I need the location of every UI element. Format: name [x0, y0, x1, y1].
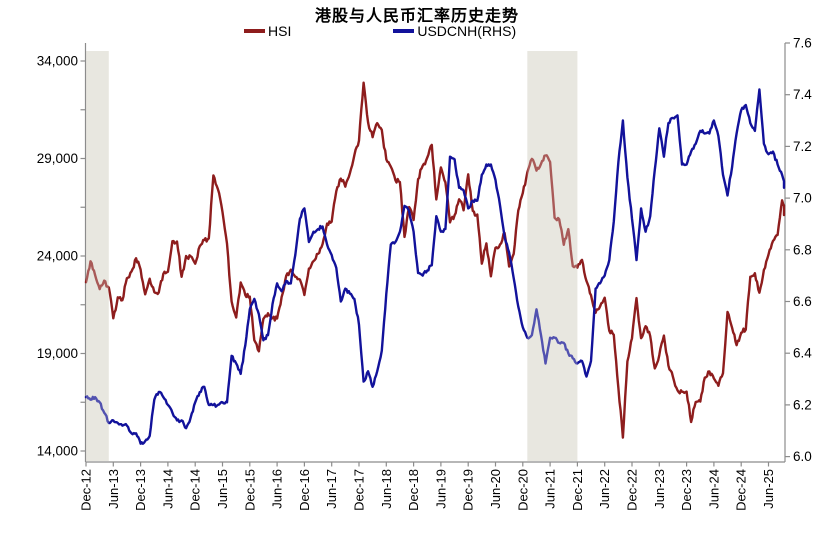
- x-tick-label: Jun-13: [106, 469, 121, 509]
- usdcnh-line-swatch: [393, 29, 415, 33]
- y-right-tick-label: 7.0: [793, 191, 812, 206]
- y-right-tick-label: 7.6: [793, 36, 812, 51]
- x-tick-label: Dec-22: [625, 469, 640, 511]
- x-tick-label: Dec-20: [515, 469, 530, 511]
- x-tick-label: Jun-16: [270, 469, 285, 509]
- highlight-band: [86, 51, 109, 461]
- y-right-tick-label: 7.2: [793, 139, 812, 154]
- chart-title: 港股与人民币汇率历史走势: [314, 8, 519, 25]
- x-tick-label: Jun-23: [652, 469, 667, 509]
- x-tick-label: Jun-21: [543, 469, 558, 509]
- x-tick-label: Jun-20: [488, 469, 503, 509]
- x-tick-label: Dec-19: [461, 469, 476, 511]
- y-left-tick-label: 24,000: [37, 249, 78, 264]
- y-left-tick-label: 19,000: [37, 346, 78, 361]
- x-tick-label: Jun-15: [215, 469, 230, 509]
- x-tick-label: Jun-24: [706, 469, 721, 509]
- x-tick-label: Dec-21: [570, 469, 585, 511]
- x-tick-label: Jun-22: [597, 469, 612, 509]
- x-tick-label: Dec-15: [242, 469, 257, 511]
- x-tick-label: Dec-13: [133, 469, 148, 511]
- legend-item-usdcnh: USDCNH(RHS): [393, 23, 516, 39]
- hsi-legend-label: HSI: [268, 23, 292, 39]
- legend: HSI USDCNH(RHS): [244, 23, 516, 39]
- x-tick-label: Jun-25: [761, 469, 776, 509]
- x-tick-label: Jun-14: [160, 469, 175, 509]
- usdcnh-legend-label: USDCNH(RHS): [417, 23, 517, 39]
- highlight-band: [527, 51, 578, 461]
- x-tick-label: Dec-18: [406, 469, 421, 511]
- x-tick-label: Dec-24: [734, 469, 749, 511]
- x-tick-label: Dec-16: [297, 469, 312, 511]
- y-right-tick-label: 6.6: [793, 294, 812, 309]
- y-right-tick-label: 7.4: [793, 87, 812, 102]
- x-tick-label: Jun-18: [379, 469, 394, 509]
- y-right-tick-label: 6.0: [793, 449, 812, 464]
- y-left-tick-label: 14,000: [37, 444, 78, 459]
- y-right-tick-label: 6.2: [793, 397, 812, 412]
- y-right-tick-label: 6.8: [793, 242, 812, 257]
- y-left-tick-label: 34,000: [37, 54, 78, 69]
- legend-item-hsi: HSI: [244, 23, 291, 39]
- x-tick-label: Dec-12: [79, 469, 94, 511]
- x-tick-label: Dec-14: [188, 469, 203, 511]
- hsi-line-swatch: [244, 29, 265, 33]
- hsi-line: [84, 81, 786, 439]
- y-left-tick-label: 29,000: [37, 151, 78, 166]
- highlight-band-overlay: [86, 51, 109, 461]
- x-tick-label: Jun-19: [433, 469, 448, 509]
- highlight-band-overlay: [527, 51, 578, 461]
- x-tick-label: Dec-23: [679, 469, 694, 511]
- x-tick-label: Dec-17: [352, 469, 367, 511]
- x-tick-label: Jun-17: [324, 469, 339, 509]
- y-right-tick-label: 6.4: [793, 346, 812, 361]
- usdcnh-line: [84, 88, 786, 445]
